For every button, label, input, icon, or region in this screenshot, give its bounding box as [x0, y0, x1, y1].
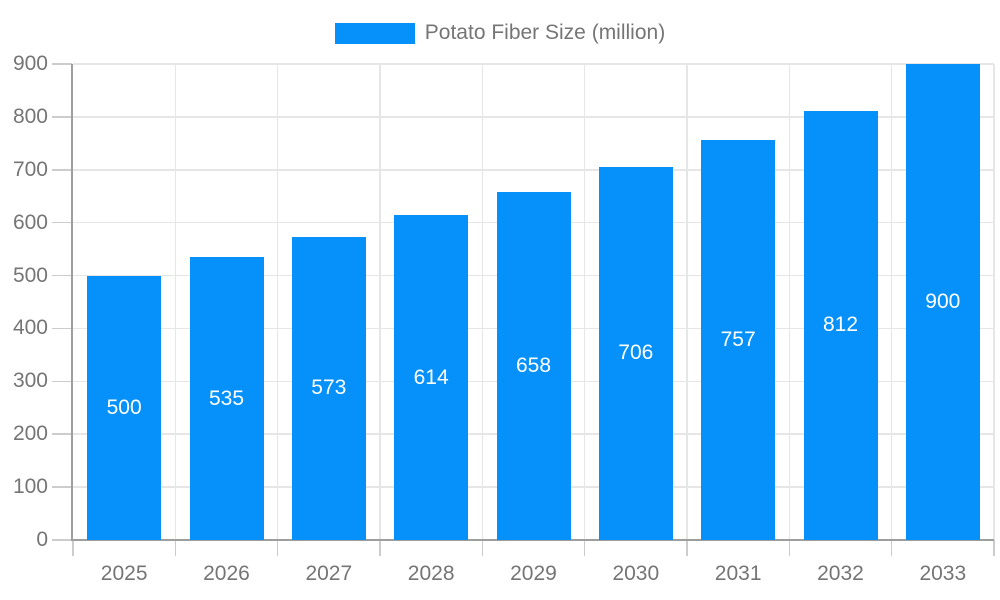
- legend-label: Potato Fiber Size (million): [424, 21, 666, 44]
- x-axis-tick-label: 2026: [203, 562, 250, 585]
- x-gridline: [276, 64, 279, 540]
- y-axis-tick: [52, 486, 72, 488]
- x-axis-tick: [72, 540, 74, 556]
- y-axis-tick-label: 200: [12, 422, 48, 446]
- y-axis-tick-label: 900: [12, 52, 48, 75]
- bar-value-label: 500: [106, 395, 142, 419]
- x-axis-tick: [276, 540, 279, 556]
- x-axis-tick: [379, 540, 381, 556]
- y-gridline: [73, 116, 994, 118]
- y-axis-tick: [52, 221, 72, 224]
- bar-2028: [394, 215, 469, 540]
- x-axis-tick: [481, 540, 484, 556]
- bar-value-label: 658: [515, 353, 552, 377]
- x-axis-tick-label: 2028: [407, 562, 455, 585]
- x-axis-tick-label: 2033: [919, 562, 967, 585]
- bar-value-label: 812: [822, 313, 859, 337]
- y-axis-tick: [52, 63, 72, 65]
- legend-swatch: [334, 22, 415, 44]
- x-axis-tick-label: 2029: [510, 562, 557, 585]
- y-axis-tick-label: 400: [12, 316, 48, 340]
- x-axis-tick: [583, 540, 586, 556]
- y-axis-tick-label: 100: [12, 475, 48, 499]
- x-axis-tick: [993, 540, 995, 556]
- x-axis-tick-label: 2032: [817, 562, 864, 585]
- y-axis-tick: [52, 116, 72, 118]
- x-axis-tick-label: 2025: [100, 562, 148, 585]
- x-axis-tick: [686, 540, 688, 556]
- bar-value-label: 614: [413, 365, 449, 389]
- y-gridline: [73, 63, 994, 65]
- y-axis-tick-label: 0: [36, 528, 48, 551]
- y-axis-tick: [52, 380, 72, 383]
- y-axis-line: [71, 64, 73, 540]
- bar-2029: [496, 191, 571, 540]
- x-gridline: [890, 64, 893, 540]
- bar-2030: [598, 166, 673, 540]
- bar-2025: [87, 275, 162, 540]
- bar-2033: [905, 64, 980, 540]
- legend-item[interactable]: Potato Fiber Size (million): [0, 20, 1000, 46]
- x-gridline: [686, 64, 688, 540]
- x-axis-tick: [890, 540, 893, 556]
- x-gridline: [583, 64, 586, 540]
- y-axis-tick-label: 500: [12, 263, 48, 287]
- x-gridline: [174, 64, 177, 540]
- bar-2031: [701, 139, 776, 540]
- x-axis-tick: [174, 540, 177, 556]
- x-gridline: [788, 64, 791, 540]
- y-axis-tick-label: 700: [12, 157, 48, 181]
- bar-2032: [803, 110, 878, 540]
- x-gridline: [379, 64, 381, 540]
- x-axis-tick-label: 2031: [714, 562, 762, 585]
- x-axis-tick-label: 2030: [612, 562, 660, 585]
- bar-2026: [189, 257, 264, 540]
- y-axis-tick: [52, 433, 72, 435]
- y-axis-tick: [52, 539, 72, 541]
- y-axis-tick-label: 800: [12, 104, 48, 128]
- y-axis-tick: [52, 327, 72, 330]
- x-axis-tick: [788, 540, 791, 556]
- x-gridline: [993, 64, 995, 540]
- bar-value-label: 535: [208, 386, 245, 410]
- y-axis-tick-label: 300: [12, 369, 48, 393]
- bar-value-label: 706: [618, 341, 654, 365]
- y-axis-tick: [52, 169, 72, 171]
- x-gridline: [481, 64, 484, 540]
- bar-value-label: 757: [720, 327, 756, 351]
- x-axis-tick-label: 2027: [305, 562, 353, 585]
- bar-value-label: 900: [925, 290, 961, 313]
- y-axis-tick-label: 600: [12, 210, 48, 234]
- bar-2027: [291, 236, 366, 540]
- y-axis-tick: [52, 274, 72, 277]
- x-axis-line: [71, 539, 994, 541]
- y-gridline: [73, 169, 994, 171]
- bar-value-label: 573: [311, 376, 347, 400]
